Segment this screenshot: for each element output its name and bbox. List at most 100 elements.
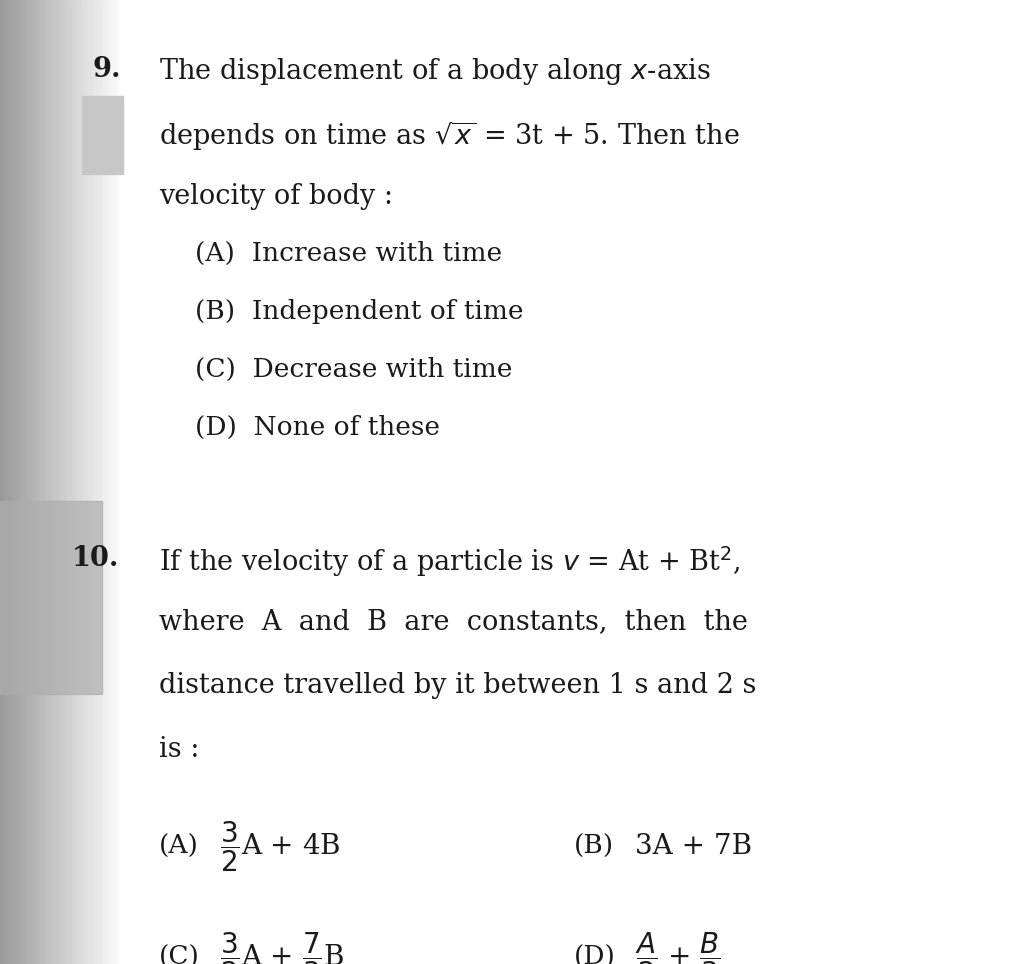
Text: $\dfrac{3}{2}$A + $\dfrac{7}{3}$B: $\dfrac{3}{2}$A + $\dfrac{7}{3}$B	[220, 930, 344, 964]
Bar	[46, 0, 47, 964]
Bar	[98, 0, 100, 964]
Bar	[109, 0, 111, 964]
Bar	[84, 0, 85, 964]
Bar	[94, 0, 95, 964]
Bar	[75, 0, 77, 964]
Text: $\dfrac{A}{2}$ + $\dfrac{B}{3}$: $\dfrac{A}{2}$ + $\dfrac{B}{3}$	[635, 930, 721, 964]
Bar	[30, 0, 31, 964]
Bar	[38, 0, 40, 964]
Bar	[114, 0, 115, 964]
Bar	[71, 0, 72, 964]
Text: (A)  Increase with time: (A) Increase with time	[195, 241, 502, 266]
Bar	[88, 0, 90, 964]
Bar	[101, 0, 103, 964]
Bar	[31, 0, 33, 964]
Text: (A): (A)	[159, 834, 199, 859]
Bar	[19, 0, 20, 964]
Bar	[103, 0, 104, 964]
Bar	[80, 0, 81, 964]
Text: The displacement of a body along $x$-axis: The displacement of a body along $x$-axi…	[159, 56, 711, 87]
Text: velocity of body :: velocity of body :	[159, 183, 393, 210]
Bar	[85, 0, 87, 964]
Bar	[48, 0, 50, 964]
Text: depends on time as $\sqrt{x}$ = 3t + 5. Then the: depends on time as $\sqrt{x}$ = 3t + 5. …	[159, 120, 739, 153]
Bar	[100, 0, 101, 964]
Bar	[72, 0, 74, 964]
Bar	[4, 0, 6, 964]
Bar	[33, 0, 34, 964]
Bar	[41, 0, 43, 964]
Bar	[0, 0, 1, 964]
Bar	[16, 0, 17, 964]
Bar	[57, 0, 59, 964]
Bar	[1, 0, 3, 964]
Bar	[56, 0, 57, 964]
Bar	[95, 0, 97, 964]
Bar	[35, 0, 37, 964]
Bar	[47, 0, 48, 964]
Bar	[23, 0, 24, 964]
Bar	[60, 0, 61, 964]
Bar	[77, 0, 78, 964]
Bar	[97, 0, 98, 964]
Text: (D)  None of these: (D) None of these	[195, 415, 439, 440]
Bar	[14, 0, 16, 964]
Bar	[20, 0, 23, 964]
Bar	[65, 0, 67, 964]
Text: (C)  Decrease with time: (C) Decrease with time	[195, 357, 512, 382]
Bar	[24, 0, 25, 964]
Bar	[91, 0, 93, 964]
Bar	[67, 0, 68, 964]
Bar	[10, 0, 12, 964]
Bar	[12, 0, 13, 964]
Bar	[68, 0, 70, 964]
Bar	[106, 0, 108, 964]
Bar	[34, 0, 35, 964]
Bar	[104, 0, 106, 964]
Bar	[9, 0, 10, 964]
Bar	[53, 0, 54, 964]
Bar	[70, 0, 71, 964]
Bar	[7, 0, 9, 964]
Bar	[111, 0, 112, 964]
Bar	[117, 0, 118, 964]
Text: (D): (D)	[573, 945, 615, 964]
Bar	[74, 0, 75, 964]
Bar	[93, 0, 94, 964]
Bar	[61, 0, 63, 964]
Bar	[44, 0, 46, 964]
Text: is :: is :	[159, 736, 199, 763]
Bar	[25, 0, 27, 964]
Text: (B)  Independent of time: (B) Independent of time	[195, 299, 523, 324]
Text: 10.: 10.	[72, 545, 119, 572]
Bar	[82, 0, 84, 964]
Bar	[81, 0, 82, 964]
Bar	[43, 0, 44, 964]
Bar	[54, 0, 56, 964]
Text: 3A + 7B: 3A + 7B	[635, 833, 752, 860]
Bar	[112, 0, 114, 964]
Text: $\dfrac{3}{2}$A + 4B: $\dfrac{3}{2}$A + 4B	[220, 819, 341, 873]
Bar	[6, 0, 7, 964]
Bar	[17, 0, 19, 964]
Bar	[40, 0, 41, 964]
Bar	[108, 0, 109, 964]
Bar	[63, 0, 65, 964]
Bar	[115, 0, 117, 964]
Bar	[51, 0, 53, 964]
Bar	[50, 0, 51, 964]
Bar	[3, 0, 4, 964]
Text: where  A  and  B  are  constants,  then  the: where A and B are constants, then the	[159, 608, 748, 635]
Text: (B): (B)	[573, 834, 613, 859]
Text: If the velocity of a particle is $v$ = At + Bt$^2$,: If the velocity of a particle is $v$ = A…	[159, 545, 740, 579]
Bar	[59, 0, 60, 964]
Bar	[87, 0, 88, 964]
Text: (C): (C)	[159, 945, 200, 964]
Bar	[0, 501, 102, 694]
Bar	[90, 0, 91, 964]
Bar	[27, 0, 28, 964]
Text: 9.: 9.	[92, 56, 121, 83]
Text: distance travelled by it between 1 s and 2 s: distance travelled by it between 1 s and…	[159, 672, 756, 699]
Bar	[13, 0, 14, 964]
Bar	[82, 96, 123, 174]
